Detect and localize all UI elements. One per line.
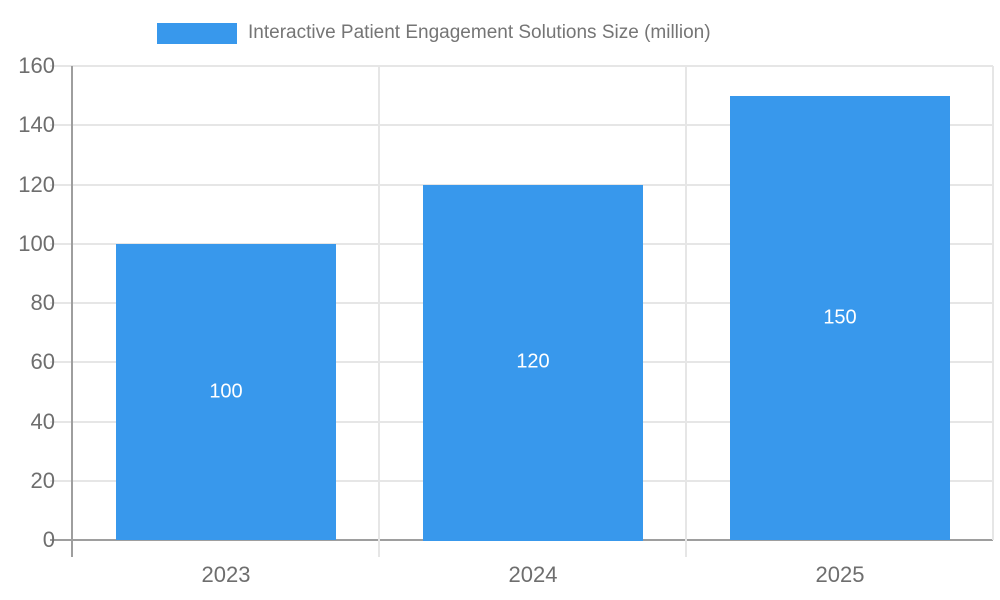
y-axis-line: [71, 66, 73, 557]
bar-2024: [423, 185, 643, 541]
category-separator-line: [378, 66, 380, 557]
x-tick-label: 2025: [815, 562, 865, 587]
legend-label: Interactive Patient Engagement Solutions…: [248, 22, 711, 43]
legend-swatch: [157, 22, 237, 44]
bar-value-label: 120: [516, 350, 550, 373]
bar-value-label: 150: [823, 306, 857, 329]
y-tick-label: 140: [18, 112, 55, 137]
y-tick-label: 100: [18, 231, 55, 256]
y-gridline: [50, 65, 993, 67]
y-tick-label: 120: [18, 172, 55, 197]
chart-legend: Interactive Patient Engagement Solutions…: [157, 20, 711, 46]
x-tick-label: 2023: [201, 562, 251, 587]
bar-2025: [730, 96, 950, 540]
plot-right-border: [992, 66, 994, 540]
y-gridline: [50, 124, 993, 126]
bar-2023: [116, 244, 336, 540]
y-tick-label: 0: [42, 527, 55, 552]
y-tick-label: 80: [30, 290, 55, 315]
y-tick-label: 40: [30, 409, 55, 434]
bar-value-label: 100: [209, 380, 243, 403]
y-tick-label: 20: [30, 468, 55, 493]
y-tick-label: 60: [30, 349, 55, 374]
category-separator-line: [685, 66, 687, 557]
x-tick-label: 2024: [508, 562, 558, 587]
y-tick-label: 160: [18, 53, 55, 78]
